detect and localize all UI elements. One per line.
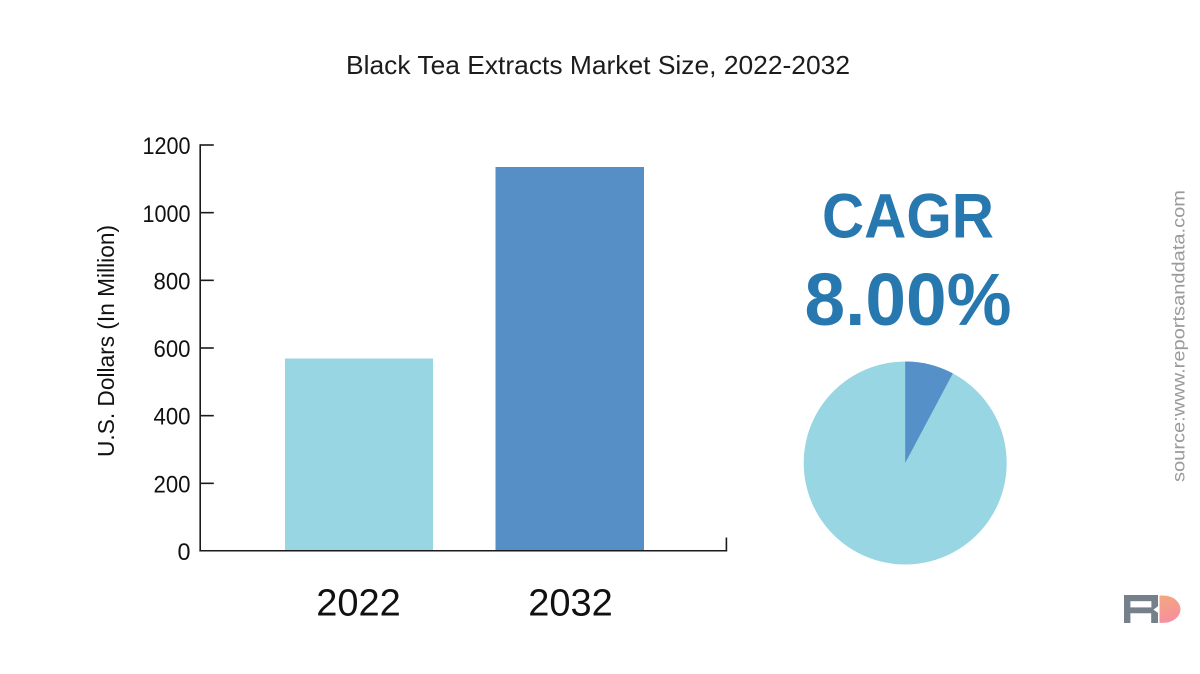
svg-text:CAGR: CAGR [822,182,994,252]
svg-text:1000: 1000 [143,201,191,228]
svg-text:1200: 1200 [143,133,191,160]
svg-text:Black Tea Extracts Market Size: Black Tea Extracts Market Size, 2022-203… [346,50,850,80]
svg-text:2032: 2032 [528,582,613,624]
svg-text:U.S. Dollars (In Million): U.S. Dollars (In Million) [93,225,119,457]
svg-text:2022: 2022 [316,582,401,624]
svg-text:400: 400 [154,404,191,431]
svg-text:8.00%: 8.00% [805,258,1012,341]
svg-text:0: 0 [178,539,191,566]
svg-text:600: 600 [154,336,191,363]
svg-text:source:www.reportsanddata.com: source:www.reportsanddata.com [1169,190,1189,482]
svg-text:800: 800 [154,268,191,295]
svg-text:200: 200 [154,471,191,498]
